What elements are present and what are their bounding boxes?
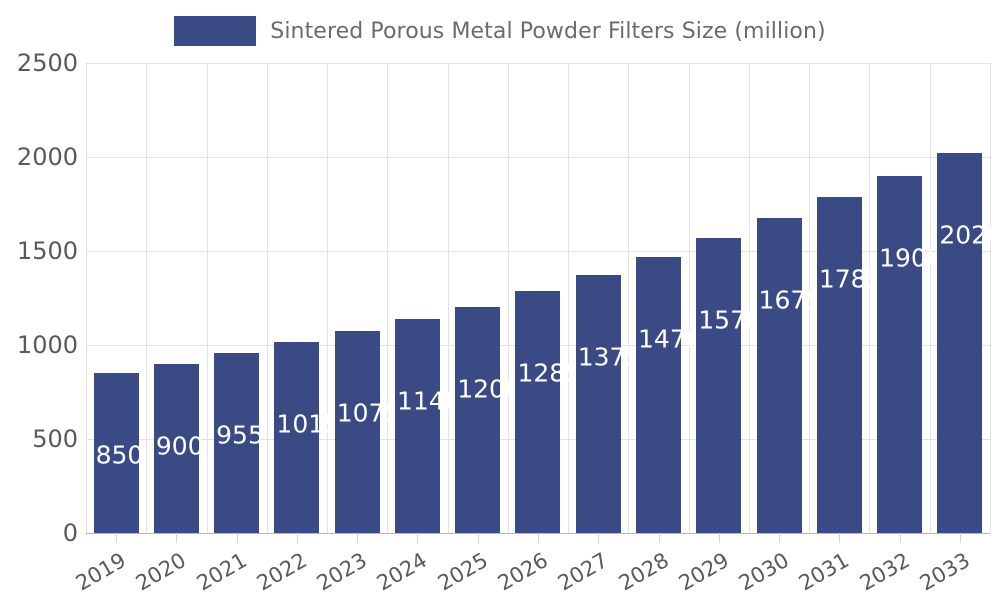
y-axis-tick-label: 1500 <box>16 237 78 265</box>
x-axis-tick-label: 2023 <box>312 548 372 596</box>
bar[interactable] <box>877 175 923 533</box>
bar-group: 850 <box>86 63 146 533</box>
bar-group: 1785 <box>809 63 882 533</box>
bar-value-label: 955 <box>216 420 264 450</box>
bar-value-label: 1285 <box>517 358 582 388</box>
bar[interactable] <box>214 353 260 533</box>
y-axis-tick-label: 2000 <box>16 143 78 171</box>
x-axis-tick-label: 2021 <box>192 548 251 596</box>
x-axis-tick-mark <box>176 533 177 543</box>
x-axis-tick-mark <box>960 533 961 543</box>
bar-value-label: 2020 <box>939 220 1000 250</box>
bar[interactable] <box>334 330 380 533</box>
bar-group: 1470 <box>628 63 702 533</box>
bar-value-label: 1140 <box>396 386 461 416</box>
bar-group: 1570 <box>689 63 762 533</box>
bar-value-label: 1470 <box>638 324 702 354</box>
bar[interactable] <box>756 218 802 533</box>
x-axis-tick-mark <box>779 533 780 543</box>
x-axis-tick-label: 2029 <box>674 548 733 596</box>
bar-value-label: 1200 <box>457 374 521 404</box>
bar-value-label: 1015 <box>276 409 341 439</box>
x-axis-tick-mark <box>900 533 901 543</box>
bar[interactable] <box>274 342 320 533</box>
bar-value-label: 850 <box>95 440 144 470</box>
y-axis-tick-label: 1000 <box>16 331 78 359</box>
y-axis-tick-label: 500 <box>32 425 78 453</box>
bar[interactable] <box>696 237 742 533</box>
bar-value-label: 900 <box>155 431 204 461</box>
bar[interactable] <box>575 274 621 533</box>
legend-label: Sintered Porous Metal Powder Filters Siz… <box>270 18 826 44</box>
bar-series: 850 900 955 1015 1075 1140 1200 1285 1375 1470 157… <box>86 63 1000 533</box>
bar[interactable] <box>515 291 561 533</box>
bar-value-label: 1900 <box>879 243 943 273</box>
bar-group: 1900 <box>869 63 943 533</box>
x-axis-tick-label: 2024 <box>373 548 432 596</box>
x-axis-tick-label: 2026 <box>493 548 552 596</box>
x-axis-tick-mark <box>297 533 298 543</box>
x-axis-tick-label: 2030 <box>734 548 794 596</box>
bar-group: 2020 <box>930 63 1000 533</box>
x-axis-tick-label: 2031 <box>795 548 854 596</box>
x-axis-tick-mark <box>839 533 840 543</box>
x-axis-tick-label: 2020 <box>132 548 191 596</box>
legend-color-swatch[interactable] <box>174 16 257 46</box>
bar-value-label: 1570 <box>698 305 762 335</box>
x-axis-tick-label: 2025 <box>433 548 492 596</box>
x-axis-tick-mark <box>417 533 418 543</box>
bar[interactable] <box>816 197 862 533</box>
x-axis-tick-mark <box>116 533 117 543</box>
bar[interactable] <box>455 307 501 533</box>
bar-group: 1140 <box>387 63 461 533</box>
x-axis-tick-mark <box>598 533 599 543</box>
x-axis-tick-label: 2032 <box>855 548 914 596</box>
chart-legend: Sintered Porous Metal Powder Filters Siz… <box>0 10 1000 52</box>
bar[interactable] <box>937 153 983 533</box>
x-axis-tick-mark <box>357 533 358 543</box>
bar-value-label: 1075 <box>336 398 401 428</box>
x-axis-tick-mark <box>478 533 479 543</box>
bar-group: 1075 <box>327 63 400 533</box>
bar-group: 1375 <box>568 63 641 533</box>
plot-area: 850 900 955 1015 1075 1140 1200 1285 1375 1470 157… <box>86 63 1000 534</box>
bar-group: 955 <box>207 63 267 533</box>
x-axis-tick-mark <box>538 533 539 543</box>
bar[interactable] <box>394 318 440 533</box>
bar-value-label: 1675 <box>758 285 823 315</box>
bar-group: 1675 <box>749 63 822 533</box>
x-axis-tick-label: 2033 <box>915 548 974 596</box>
x-axis-tick-mark <box>719 533 720 543</box>
bar[interactable] <box>636 256 682 533</box>
bar-value-label: 1785 <box>818 264 883 294</box>
bar[interactable] <box>93 373 139 533</box>
x-axis-tick-label: 2019 <box>71 548 131 596</box>
bar[interactable] <box>153 363 199 533</box>
x-axis-tick-mark <box>659 533 660 543</box>
y-axis-tick-label: 0 <box>62 519 78 547</box>
x-axis-tick-mark <box>237 533 238 543</box>
bar-group: 1015 <box>267 63 340 533</box>
x-axis-tick-label: 2028 <box>614 548 673 596</box>
x-axis-tick-label: 2027 <box>553 548 613 596</box>
bar-group: 1285 <box>508 63 581 533</box>
bar-group: 1200 <box>448 63 521 533</box>
bar-group: 900 <box>146 63 206 533</box>
gridline-vertical <box>990 63 991 533</box>
x-axis-tick-label: 2022 <box>252 548 311 596</box>
bar-value-label: 1375 <box>577 342 642 371</box>
y-axis-tick-label: 2500 <box>16 49 78 77</box>
